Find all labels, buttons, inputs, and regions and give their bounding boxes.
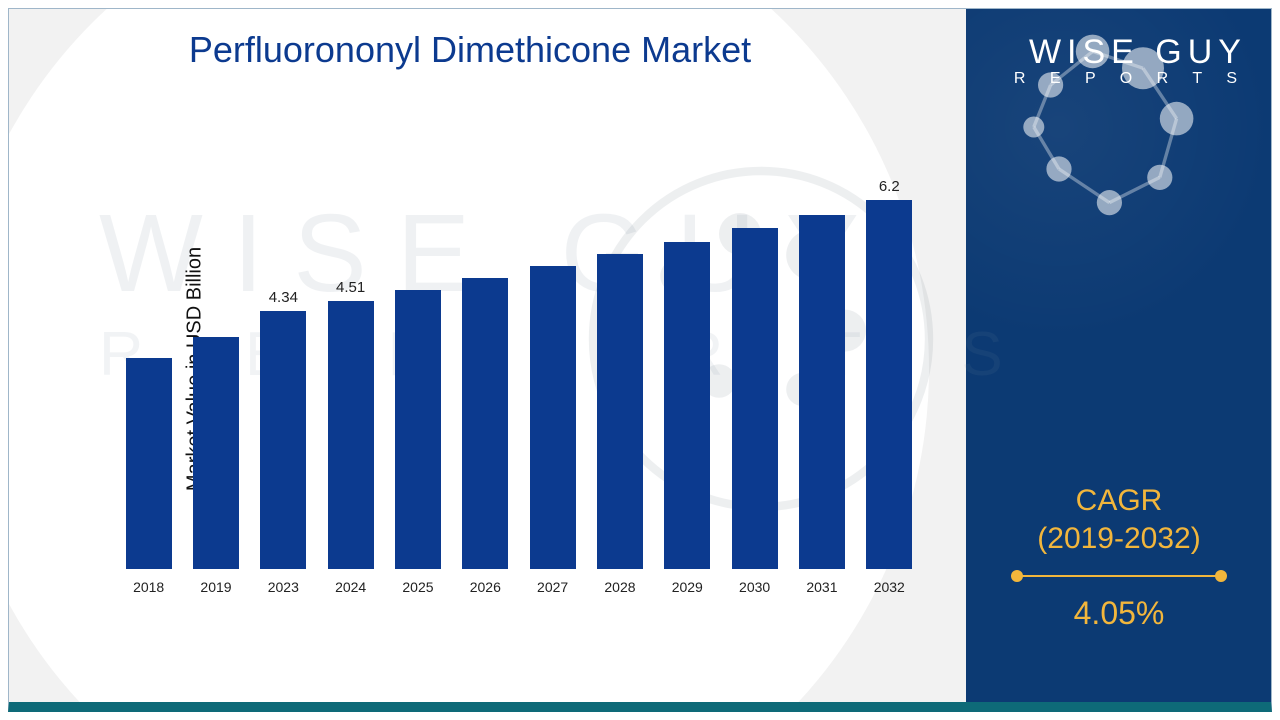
- x-tick: 2025: [384, 579, 451, 595]
- bar: [664, 242, 710, 569]
- bar-value-label: 4.51: [336, 279, 365, 297]
- chart-title: Perfluorononyl Dimethicone Market: [9, 29, 931, 71]
- bar: [126, 358, 172, 569]
- bar-2028: [586, 129, 653, 569]
- x-tick: 2031: [788, 579, 855, 595]
- x-tick: 2027: [519, 579, 586, 595]
- bars-container: 4.34 4.51 6.2: [109, 129, 929, 569]
- stage: Perfluorononyl Dimethicone Market WISE G…: [0, 0, 1280, 720]
- x-axis-ticks: 2018201920232024202520262027202820292030…: [109, 579, 929, 595]
- bar-2030: [721, 129, 788, 569]
- bar-2025: [384, 129, 451, 569]
- bar: [530, 266, 576, 569]
- cagr-title-line1: CAGR: [1076, 484, 1163, 517]
- bar-2032: 6.2: [856, 129, 923, 569]
- x-tick: 2029: [654, 579, 721, 595]
- bar-value-label: 6.2: [879, 178, 900, 196]
- bar-2031: [788, 129, 855, 569]
- x-tick: 2024: [317, 579, 384, 595]
- bar: [328, 301, 374, 569]
- logo-line1: WISE GUY: [1014, 33, 1247, 72]
- x-tick: 2023: [250, 579, 317, 595]
- bar: [732, 228, 778, 569]
- bar-2018: [115, 129, 182, 569]
- bar: [395, 290, 441, 569]
- logo-line2: R E P O R T S: [1014, 70, 1247, 88]
- x-tick: 2019: [182, 579, 249, 595]
- bar-chart: Market Value in USD Billion 4.344.516.2 …: [69, 129, 929, 609]
- bar: [193, 337, 239, 569]
- x-tick: 2032: [856, 579, 923, 595]
- bar-2024: 4.51: [317, 129, 384, 569]
- cagr-box: CAGR (2019-2032) 4.05%: [1009, 482, 1229, 632]
- bar: [866, 200, 912, 569]
- brand-logo: WISE GUY R E P O R T S: [1014, 33, 1247, 88]
- x-tick: 2028: [586, 579, 653, 595]
- bar-2027: [519, 129, 586, 569]
- bar-2029: [654, 129, 721, 569]
- bar: [799, 215, 845, 569]
- bar-2019: [182, 129, 249, 569]
- cagr-title-line2: (2019-2032): [1037, 522, 1200, 555]
- plot-area: 4.34 4.51 6.2: [109, 129, 929, 569]
- bar-2026: [452, 129, 519, 569]
- frame: Perfluorononyl Dimethicone Market WISE G…: [8, 8, 1272, 712]
- x-tick: 2026: [452, 579, 519, 595]
- cagr-divider: [1017, 575, 1221, 577]
- cagr-value: 4.05%: [1009, 595, 1229, 632]
- bar: [260, 311, 306, 569]
- cagr-title: CAGR (2019-2032): [1009, 482, 1229, 557]
- bar-2023: 4.34: [250, 129, 317, 569]
- x-tick: 2030: [721, 579, 788, 595]
- bar: [462, 278, 508, 569]
- x-tick: 2018: [115, 579, 182, 595]
- bar: [597, 254, 643, 569]
- bar-value-label: 4.34: [269, 289, 298, 307]
